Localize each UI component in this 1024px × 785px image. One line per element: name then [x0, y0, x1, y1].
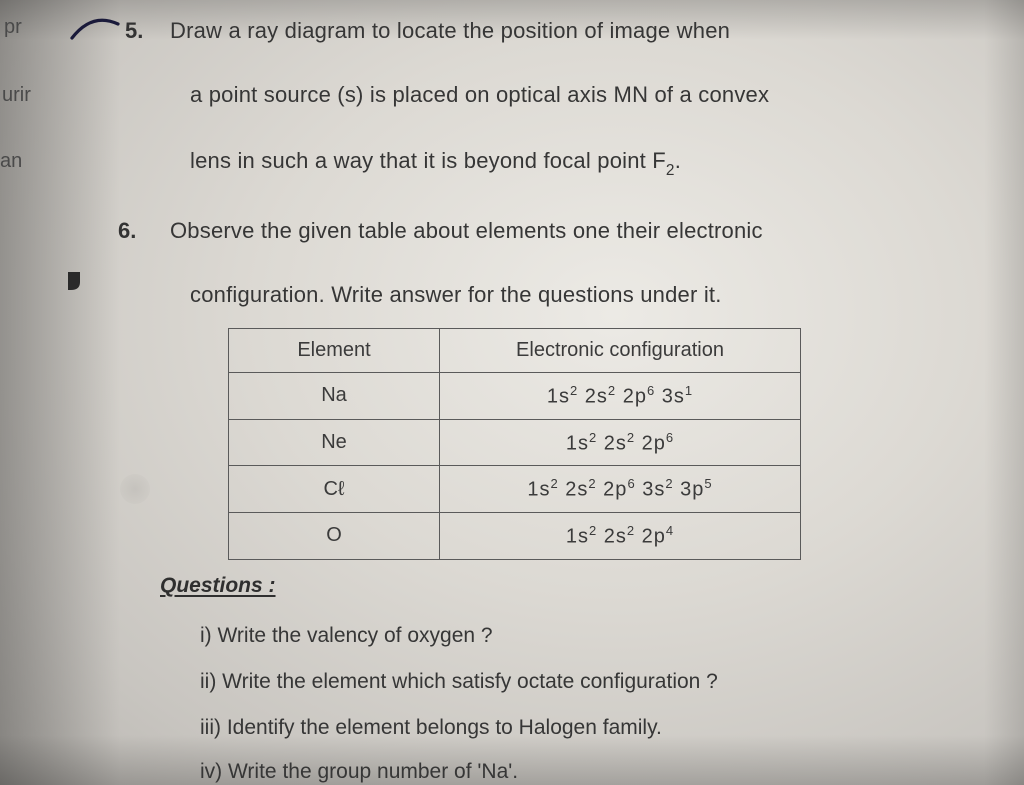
cell-config: 1s2 2s2 2p6: [440, 419, 801, 466]
margin-fragment-rir: urir: [2, 84, 31, 107]
question-number-5: 5.: [125, 18, 143, 44]
table-row: Cℓ 1s2 2s2 2p6 3s2 3p5: [229, 466, 801, 513]
q5-line-3-pre: lens in such a way that it is beyond foc…: [190, 148, 666, 173]
sub-question-iv: iv) Write the group number of 'Na'.: [200, 760, 518, 784]
page-content: pr urir an 5. Draw a ray diagram to loca…: [0, 0, 1024, 785]
table-header-row: Element Electronic configuration: [229, 329, 801, 373]
margin-fragment-pr: pr: [4, 16, 22, 39]
sub-question-ii: ii) Write the element which satisfy octa…: [200, 670, 718, 694]
cell-config: 1s2 2s2 2p6 3s1: [440, 373, 801, 420]
cell-config: 1s2 2s2 2p4: [440, 512, 801, 559]
sub-question-iii: iii) Identify the element belongs to Hal…: [200, 716, 662, 740]
margin-fragment-an: an: [0, 150, 22, 173]
electronic-configuration-table: Element Electronic configuration Na 1s2 …: [228, 328, 801, 560]
sub-question-i: i) Write the valency of oxygen ?: [200, 624, 493, 648]
pen-stroke-icon: [70, 14, 120, 44]
margin-bullet-icon: [65, 270, 83, 292]
table-row: O 1s2 2s2 2p4: [229, 512, 801, 559]
q5-line-3-sub: 2: [666, 162, 675, 179]
q5-line-1: Draw a ray diagram to locate the positio…: [170, 18, 730, 44]
question-number-6: 6.: [118, 218, 136, 244]
th-config: Electronic configuration: [440, 329, 801, 373]
table-row: Ne 1s2 2s2 2p6: [229, 419, 801, 466]
q6-line-1: Observe the given table about elements o…: [170, 218, 763, 244]
cell-config: 1s2 2s2 2p6 3s2 3p5: [440, 466, 801, 513]
cell-element: Cℓ: [229, 466, 440, 513]
cell-element: Ne: [229, 419, 440, 466]
q5-line-2: a point source (s) is placed on optical …: [190, 82, 769, 108]
q6-line-2: configuration. Write answer for the ques…: [190, 282, 722, 308]
questions-heading: Questions :: [160, 574, 276, 598]
cell-element: O: [229, 512, 440, 559]
cell-element: Na: [229, 373, 440, 420]
q5-line-3: lens in such a way that it is beyond foc…: [190, 148, 681, 178]
th-element: Element: [229, 329, 440, 373]
table-row: Na 1s2 2s2 2p6 3s1: [229, 373, 801, 420]
q5-line-3-post: .: [675, 148, 681, 173]
